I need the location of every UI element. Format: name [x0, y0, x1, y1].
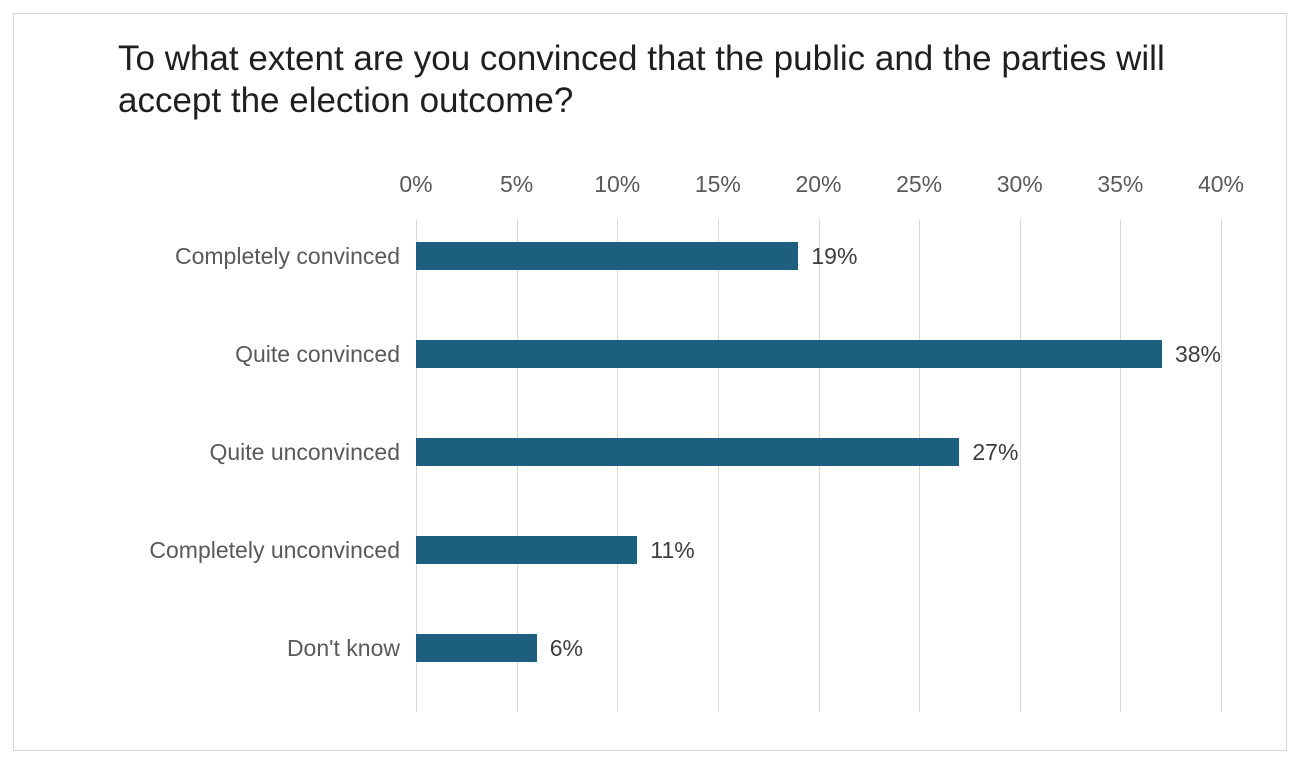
x-tick-label: 25%: [896, 171, 943, 197]
x-tick-label: 15%: [694, 171, 741, 197]
x-tick-label: 35%: [1097, 171, 1144, 197]
value-label: 19%: [811, 243, 858, 269]
gridline: [1221, 219, 1222, 712]
category-label-cell: Quite unconvinced: [14, 415, 416, 513]
x-tick-label: 20%: [795, 171, 842, 197]
x-tick-label: 0%: [399, 171, 433, 197]
bar: [416, 536, 638, 564]
x-tick-label: 5%: [500, 171, 534, 197]
category-label-cell: Completely unconvinced: [14, 513, 416, 611]
x-tick-label: 30%: [996, 171, 1043, 197]
gridline: [1019, 219, 1021, 712]
category-label: Quite convinced: [235, 340, 400, 367]
category-label-cell: Don't know: [14, 611, 416, 709]
category-label-cell: Completely convinced: [14, 219, 416, 317]
bar-row: 38%: [416, 317, 1221, 415]
value-label: 27%: [972, 439, 1019, 465]
bar-row: 6%: [416, 611, 1221, 709]
category-axis: Completely convinced Quite convinced Quite…: [14, 219, 416, 709]
x-axis: 0% 5% 10% 15% 20% 25% 30% 35% 40%: [399, 171, 1244, 199]
category-label: Don't know: [286, 634, 400, 661]
plot-area: 19% 38% 27% 11% 6%: [416, 219, 1222, 712]
category-label-cell: Quite convinced: [14, 317, 416, 415]
category-label: Completely convinced: [174, 242, 400, 269]
chart-body: Completely convinced Quite convinced Quite…: [14, 219, 1286, 712]
bar-row: 27%: [416, 415, 1221, 513]
gridline: [1120, 219, 1122, 712]
x-tick-label: 40%: [1197, 171, 1245, 197]
category-label: Quite unconvinced: [209, 438, 400, 465]
bar-row: 19%: [416, 219, 1221, 317]
bar: [416, 438, 960, 466]
value-label: 6%: [549, 635, 583, 661]
x-tick-label: 10%: [594, 171, 641, 197]
bar: [416, 242, 799, 270]
bar: [416, 340, 1162, 368]
category-label: Completely unconvinced: [149, 536, 400, 563]
chart-title: To what extent are you convinced that th…: [118, 39, 1165, 120]
chart-frame: To what extent are you convinced that th…: [13, 13, 1287, 751]
value-label: 11%: [650, 537, 695, 563]
value-label: 38%: [1174, 341, 1221, 367]
bar: [416, 634, 537, 662]
bar-row: 11%: [416, 513, 1221, 611]
